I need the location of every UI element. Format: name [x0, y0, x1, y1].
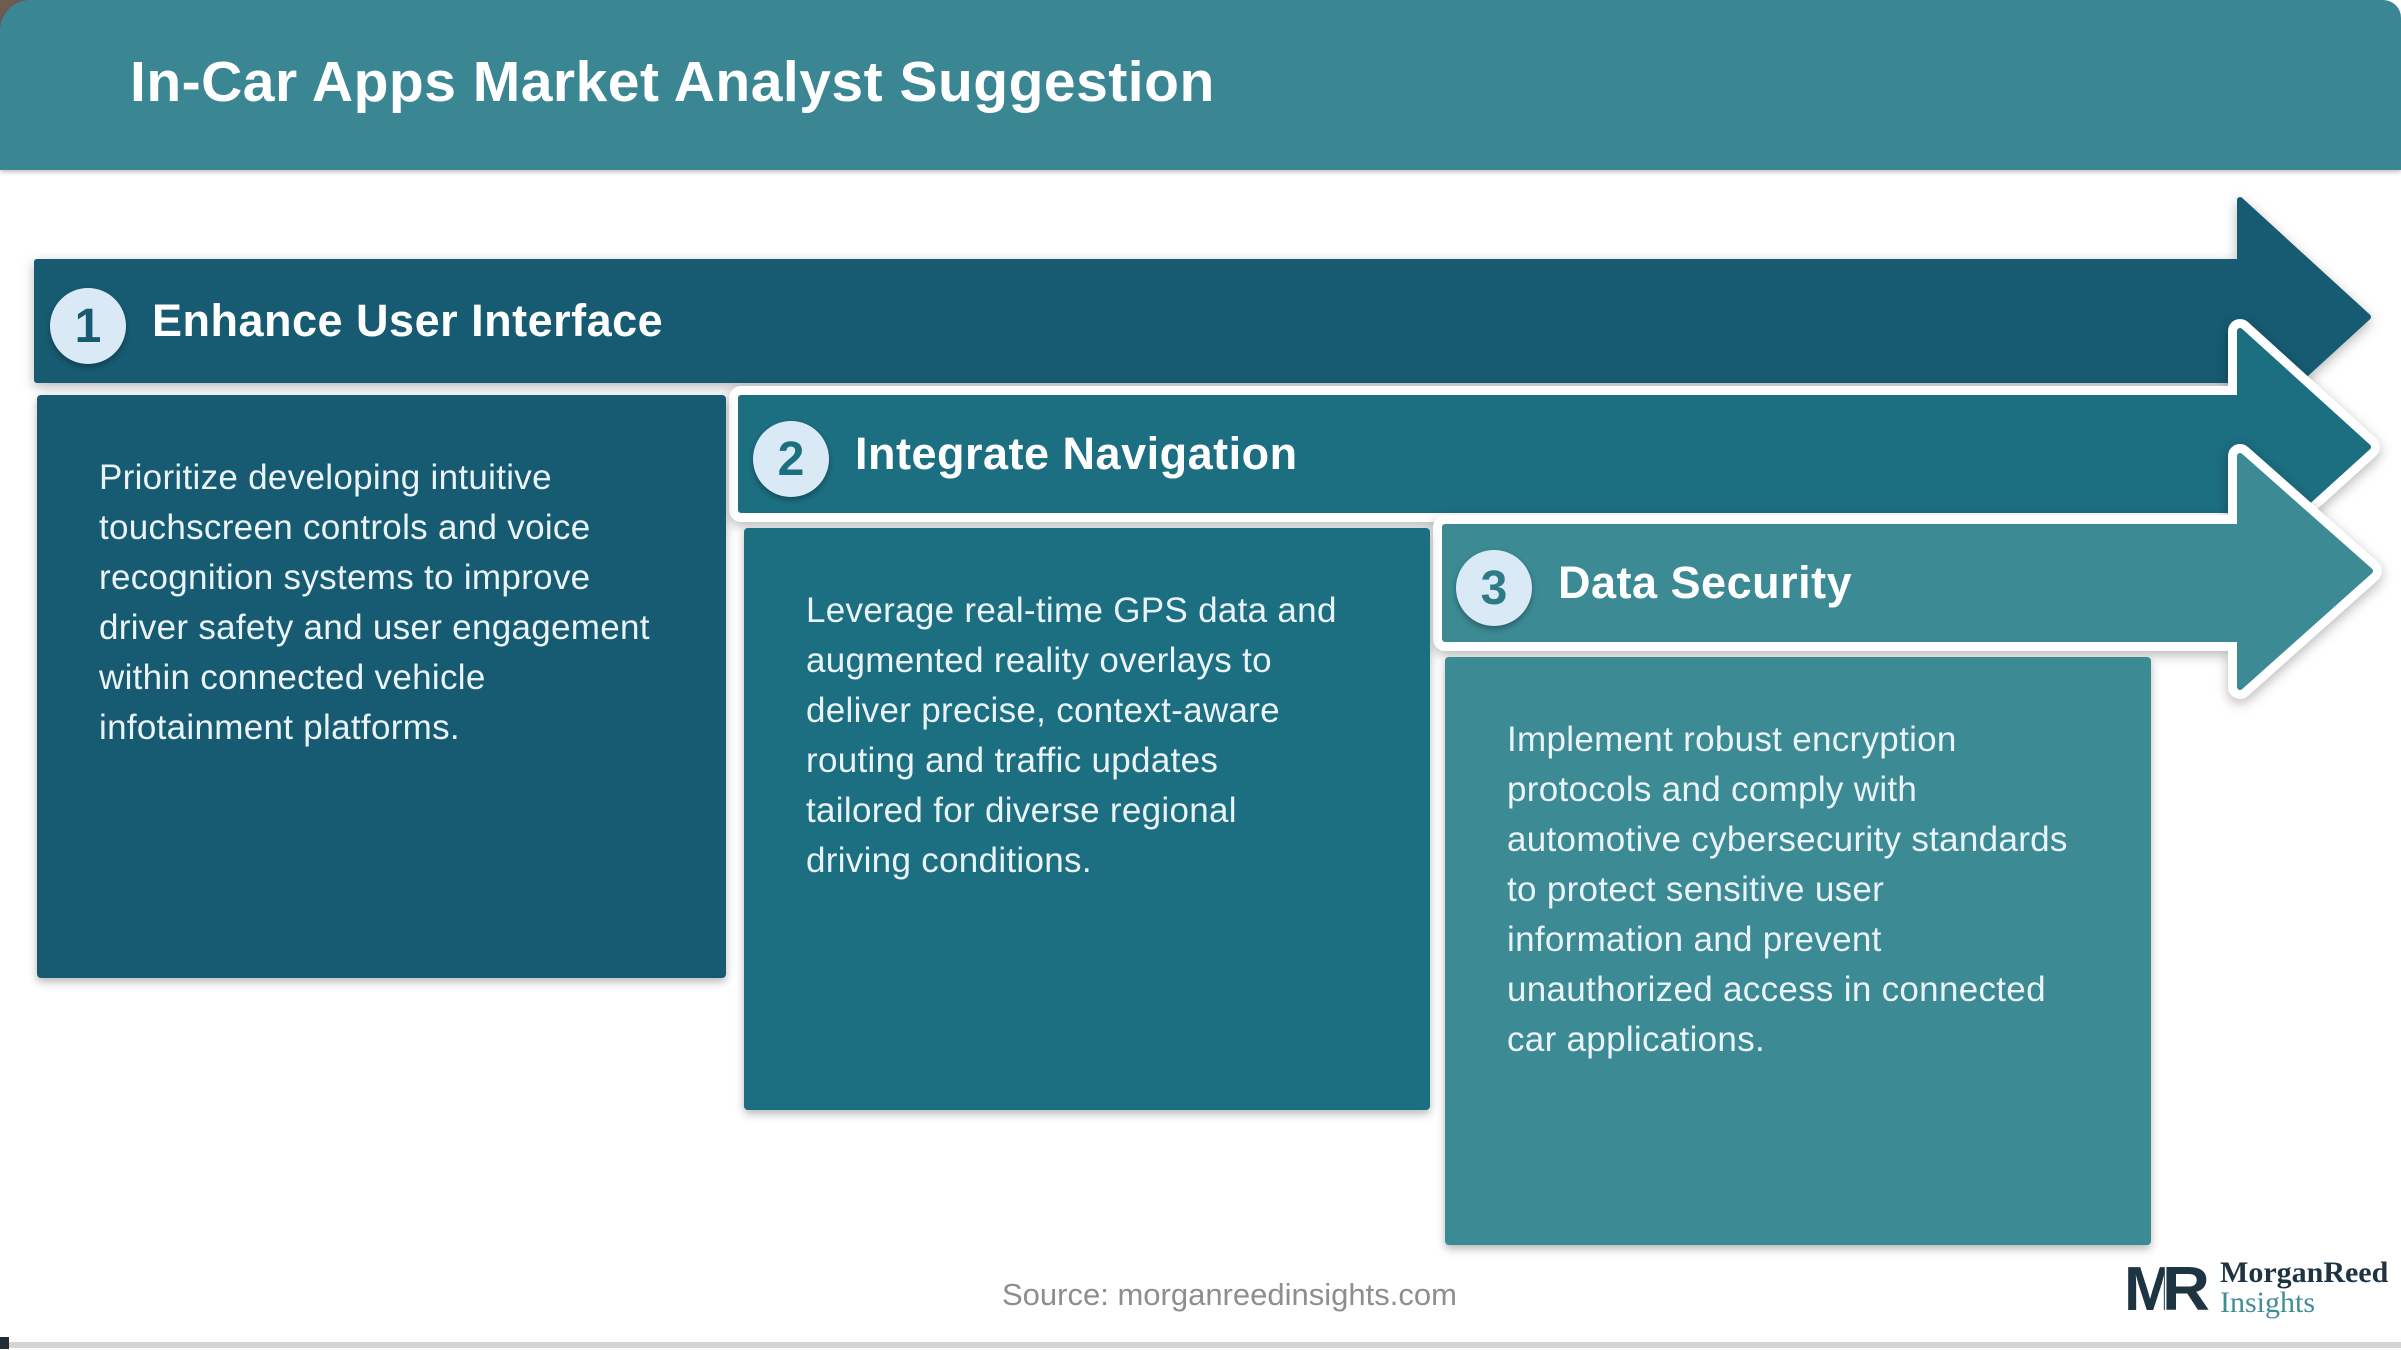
- step-2-description: Leverage real-time GPS data and augmente…: [806, 591, 1337, 880]
- step-2-title: Integrate Navigation: [855, 428, 1298, 479]
- header-bar: In-Car Apps Market Analyst Suggestion: [0, 0, 2401, 170]
- step-3-description: Implement robust encryption protocols an…: [1507, 720, 2068, 1059]
- step-2-number: 2: [777, 432, 805, 486]
- step-2-number-badge: 2: [753, 421, 829, 497]
- source-attribution: Source: morganreedinsights.com: [1002, 1277, 1457, 1312]
- step-1-description-box: Prioritize developing intuitive touchscr…: [37, 395, 726, 978]
- mr-monogram-icon: M R: [2128, 1258, 2212, 1318]
- scrollbar-corner-artifact: [0, 1337, 9, 1349]
- step-1-banner: 1 Enhance User Interface: [37, 262, 2240, 380]
- step-1-number: 1: [74, 299, 102, 353]
- step-1-title: Enhance User Interface: [152, 295, 664, 346]
- morganreed-logo: M R MorganReed Insights: [2128, 1258, 2388, 1319]
- step-3-number-badge: 3: [1456, 550, 1532, 626]
- logo-text: MorganReed Insights: [2220, 1258, 2388, 1318]
- step-3-description-box: Implement robust encryption protocols an…: [1445, 657, 2151, 1245]
- svg-text:M: M: [2128, 1258, 2176, 1318]
- logo-tagline: Insights: [2220, 1286, 2316, 1319]
- step-2-banner: 2 Integrate Navigation: [741, 398, 2240, 510]
- step-3-title: Data Security: [1558, 557, 1853, 608]
- horizontal-scrollbar-track[interactable]: [0, 1342, 2401, 1348]
- step-1-description: Prioritize developing intuitive touchscr…: [99, 458, 650, 747]
- page-title: In-Car Apps Market Analyst Suggestion: [130, 50, 1215, 114]
- logo-brand-name: MorganReed: [2220, 1256, 2389, 1289]
- step-3-number: 3: [1480, 561, 1508, 615]
- arrow-step-3: [1433, 444, 2382, 699]
- step-3-banner: 3 Data Security: [1445, 527, 2240, 639]
- svg-text:R: R: [2162, 1258, 2210, 1318]
- step-1-number-badge: 1: [50, 288, 126, 364]
- step-2-description-box: Leverage real-time GPS data and augmente…: [744, 528, 1430, 1110]
